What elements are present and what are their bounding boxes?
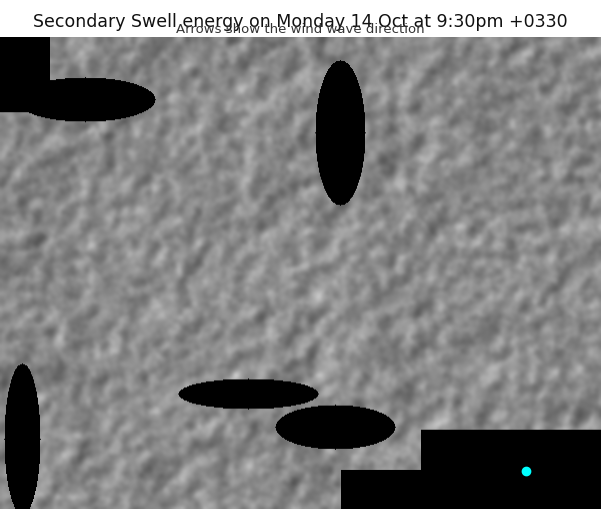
Text: Secondary Swell energy on Monday 14 Oct at 9:30pm +0330: Secondary Swell energy on Monday 14 Oct … [33,13,568,31]
Text: Arrows show the wind wave direction: Arrows show the wind wave direction [176,23,425,36]
